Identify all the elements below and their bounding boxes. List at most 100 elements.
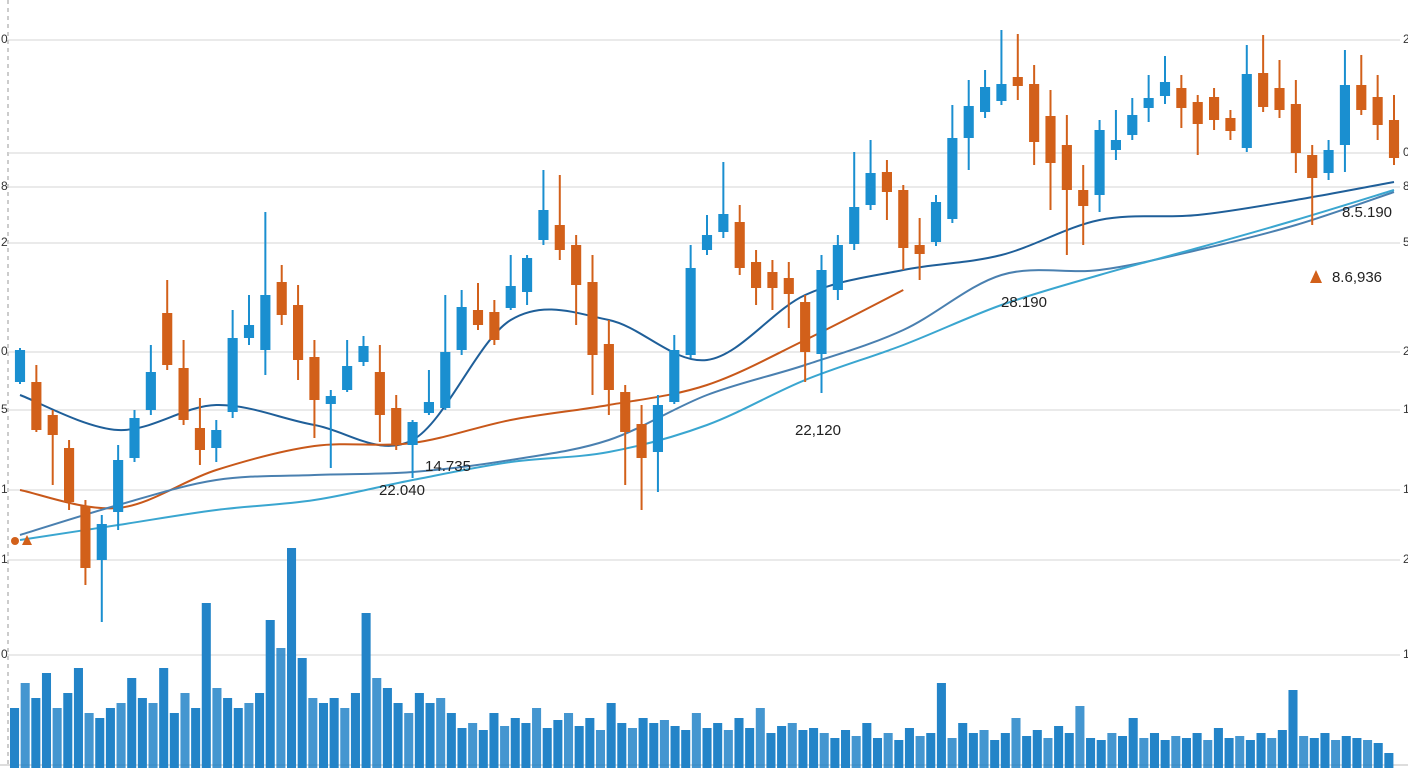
volume-bar	[851, 736, 861, 768]
candle-body	[652, 405, 663, 452]
volume-bar	[1181, 738, 1191, 768]
volume-bar	[510, 718, 520, 768]
candle-body	[276, 282, 287, 315]
volume-bar	[1341, 736, 1351, 768]
volume-bar	[297, 658, 307, 768]
volume-bar	[1203, 740, 1213, 768]
y-tick-label: 0	[1, 32, 8, 46]
volume-bar	[564, 713, 574, 768]
candle-body	[1110, 140, 1121, 150]
candle-body	[1045, 116, 1056, 163]
candle-body	[1241, 74, 1252, 148]
volume-bar	[606, 703, 616, 768]
candle-body	[260, 295, 271, 350]
candle-body	[358, 346, 369, 362]
candle-body	[816, 270, 827, 354]
volume-bar	[617, 723, 627, 768]
volume-bar	[276, 648, 286, 768]
y-tick-label: 1	[1, 552, 8, 566]
candle-body	[767, 272, 778, 288]
marker-dot	[11, 537, 19, 545]
volume-bar	[1363, 740, 1373, 768]
candle-body	[1012, 77, 1023, 86]
volume-bar	[41, 673, 52, 768]
candle-body	[472, 310, 484, 325]
candle-body	[554, 225, 565, 250]
volume-bar	[521, 723, 531, 768]
volume-bar	[468, 723, 478, 768]
volume-bar	[745, 728, 755, 768]
volume-bar	[329, 698, 339, 768]
volume-bar	[915, 736, 925, 768]
volume-bar	[233, 708, 243, 768]
volume-bar	[936, 683, 946, 768]
volume-bar	[734, 718, 744, 768]
volume-bar	[1192, 733, 1202, 768]
candle-body	[505, 286, 516, 308]
volume-bar	[1320, 733, 1330, 768]
candle-body	[734, 222, 745, 268]
candle-body	[718, 214, 729, 232]
candle-body	[898, 190, 909, 248]
candle-body	[930, 202, 942, 242]
candle-body	[293, 305, 304, 360]
volume-bar	[670, 726, 680, 768]
volume-bar	[382, 688, 392, 768]
volume-bar	[404, 713, 414, 768]
y-tick-label: 0	[1, 344, 8, 358]
y2-tick-label: 2	[1403, 344, 1408, 358]
candle-body	[407, 422, 418, 445]
candle-body	[129, 418, 140, 458]
moving-averages	[19, 181, 1395, 541]
y-tick-label: 1	[1, 482, 8, 496]
candle-body	[636, 424, 647, 458]
volume-bar	[1213, 728, 1223, 768]
y2-tick-label: 5	[1403, 235, 1408, 249]
volume-bar	[1288, 690, 1298, 768]
volume-bar	[73, 668, 83, 768]
grid	[8, 39, 1400, 656]
volume-bar	[478, 730, 488, 768]
annotation: 22,120	[795, 422, 841, 439]
candle-body	[669, 350, 680, 402]
volume-bar	[1299, 736, 1309, 768]
candle-body	[391, 408, 402, 445]
volume-bar	[489, 713, 499, 768]
y2-tick-label: 2	[1403, 32, 1408, 46]
candle-body	[538, 210, 549, 240]
y-tick-label: 5	[1, 402, 8, 416]
candle-body	[963, 106, 974, 138]
volume-bar	[702, 728, 712, 768]
volume-bar	[968, 733, 978, 768]
candle-body	[1274, 88, 1285, 110]
candle-body	[178, 368, 189, 420]
volume-bar	[1107, 733, 1117, 768]
volume-bar	[1245, 740, 1255, 768]
volume-bar	[1011, 718, 1021, 768]
candle-body	[1094, 130, 1105, 195]
volume-bar	[1256, 733, 1266, 768]
candle-body	[96, 524, 107, 560]
volume-bar	[777, 726, 787, 768]
volume-bar	[1267, 738, 1277, 768]
volume-bar	[1000, 733, 1010, 768]
candle-body	[1061, 145, 1072, 190]
volume-bar	[787, 723, 797, 768]
candles	[14, 30, 1400, 622]
volume-bar	[318, 703, 329, 768]
volume-bar	[457, 728, 467, 768]
volume-bar	[255, 693, 265, 768]
volume-bar	[755, 708, 765, 768]
y-tick-label: 8	[1, 179, 8, 193]
candle-body	[145, 372, 156, 410]
volume-bar	[990, 740, 1000, 768]
volume-bar	[595, 730, 606, 768]
volume-bar	[414, 693, 424, 768]
volume-bar	[542, 728, 552, 768]
volume-bar	[127, 678, 137, 768]
volume-bar	[372, 678, 382, 768]
candle-body	[522, 258, 533, 292]
candle-body	[194, 428, 205, 450]
volume-bar	[1043, 738, 1053, 768]
volume-bar	[841, 730, 851, 768]
